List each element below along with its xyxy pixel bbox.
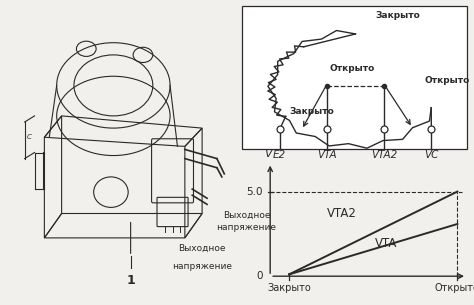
Text: Открыто: Открыто — [435, 283, 474, 293]
Text: Закрыто: Закрыто — [267, 283, 311, 293]
Text: 0: 0 — [256, 271, 263, 281]
Text: Закрыто: Закрыто — [376, 11, 420, 20]
Text: E2: E2 — [273, 150, 286, 160]
Text: 5.0: 5.0 — [246, 187, 263, 196]
Text: VTA2: VTA2 — [327, 207, 357, 220]
Text: Открыто: Открыто — [329, 64, 374, 73]
Text: 1: 1 — [126, 274, 135, 288]
Text: VTA: VTA — [317, 150, 337, 160]
Text: VC: VC — [424, 150, 438, 160]
Bar — [242, 6, 467, 149]
Text: V: V — [264, 149, 272, 159]
Text: Открыто: Открыто — [424, 76, 469, 85]
Text: Закрыто: Закрыто — [289, 107, 334, 116]
Text: напряжение: напряжение — [172, 262, 232, 271]
Text: напряжение: напряжение — [217, 223, 276, 232]
Text: C: C — [27, 134, 32, 140]
Text: VTA: VTA — [374, 237, 397, 250]
Text: Выходное: Выходное — [223, 210, 270, 220]
Text: VTA2: VTA2 — [371, 150, 397, 160]
Text: Выходное: Выходное — [178, 244, 226, 253]
